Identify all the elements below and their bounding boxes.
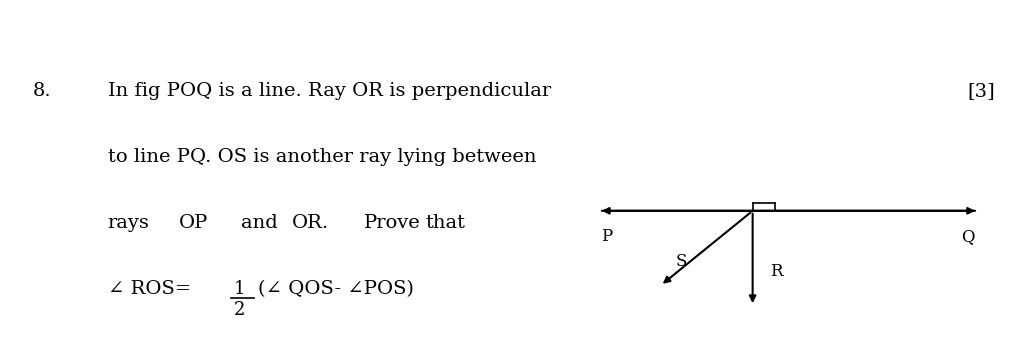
Text: 2: 2 xyxy=(233,301,245,319)
Text: and: and xyxy=(241,214,278,232)
Text: rays: rays xyxy=(108,214,150,232)
Text: S: S xyxy=(676,253,687,270)
Text: P: P xyxy=(601,228,611,245)
Text: In fig POQ is a line. Ray OR is perpendicular: In fig POQ is a line. Ray OR is perpendi… xyxy=(108,82,551,100)
Text: [3]: [3] xyxy=(968,82,995,100)
Text: that: that xyxy=(425,214,465,232)
Text: OR.: OR. xyxy=(292,214,329,232)
Text: 8.: 8. xyxy=(33,82,51,100)
Text: Q: Q xyxy=(961,228,975,245)
Text: Prove: Prove xyxy=(364,214,420,232)
Text: ∠ ROS=: ∠ ROS= xyxy=(108,280,190,299)
Text: (∠ QOS- ∠POS): (∠ QOS- ∠POS) xyxy=(258,280,414,299)
Text: OP: OP xyxy=(179,214,209,232)
Text: to line PQ. OS is another ray lying between: to line PQ. OS is another ray lying betw… xyxy=(108,148,536,166)
Text: 1: 1 xyxy=(233,280,245,299)
Text: R: R xyxy=(770,264,782,280)
